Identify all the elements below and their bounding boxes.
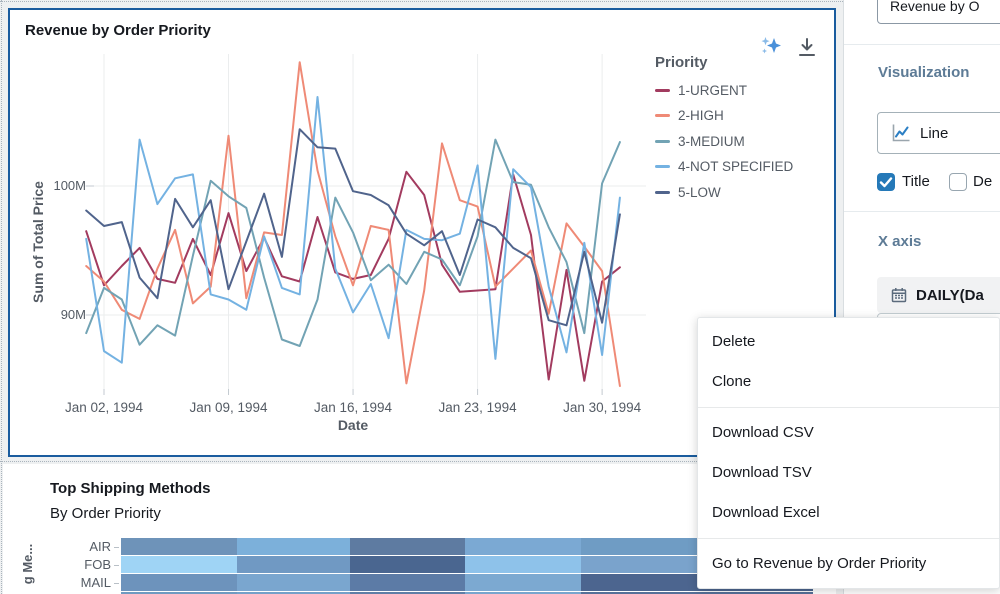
- menu-item-download-excel[interactable]: Download Excel: [712, 504, 820, 521]
- legend-label: 1-URGENT: [678, 82, 748, 98]
- download-icon[interactable]: [796, 36, 818, 60]
- x-tick-label: Jan 09, 1994: [189, 400, 268, 415]
- x-tick-label: Jan 23, 1994: [438, 400, 517, 415]
- visual-name-input[interactable]: Revenue by O: [877, 0, 1000, 24]
- heatmap-cell[interactable]: [465, 556, 581, 573]
- heatmap-row-label: FOB: [84, 557, 111, 572]
- heatmap-row-tick: [114, 547, 119, 548]
- heatmap-cell[interactable]: [121, 574, 237, 591]
- visualization-heading: Visualization: [878, 64, 970, 81]
- menu-item-clone[interactable]: Clone: [712, 373, 752, 390]
- chart-type-selector[interactable]: Line: [877, 112, 1000, 154]
- menu-divider: [698, 538, 999, 539]
- menu-item-download-csv[interactable]: Download CSV: [712, 424, 814, 441]
- heatmap-row-tick: [114, 583, 119, 584]
- heatmap-row-tick: [114, 565, 119, 566]
- legend-item[interactable]: 5-LOW: [655, 182, 830, 202]
- series-line-1-urgent[interactable]: [85, 170, 621, 382]
- heatmap-cell[interactable]: [237, 574, 350, 591]
- heatmap-cell[interactable]: [465, 574, 581, 591]
- legend-swatch: [655, 190, 670, 194]
- legend-item[interactable]: 3-MEDIUM: [655, 131, 830, 151]
- legend-swatch: [655, 165, 670, 168]
- menu-divider: [698, 407, 999, 408]
- grid-dotted-line-top: [0, 1, 843, 2]
- y-tick-label: 100M: [53, 178, 86, 193]
- insights-sparkle-icon[interactable]: [758, 34, 784, 60]
- series-line-3-medium[interactable]: [85, 138, 621, 347]
- series-line-2-high[interactable]: [85, 61, 621, 387]
- legend-item[interactable]: 2-HIGH: [655, 106, 830, 126]
- grid-dotted-line-left: [1, 0, 2, 594]
- y-tick-label: 90M: [60, 307, 86, 322]
- heatmap-row-label: MAIL: [80, 575, 111, 590]
- description-checkbox-label: De: [973, 173, 993, 190]
- legend-item[interactable]: 1-URGENT: [655, 80, 830, 100]
- description-checkbox[interactable]: [949, 173, 967, 191]
- line-chart-icon: [891, 123, 911, 143]
- heatmap-cell[interactable]: [350, 574, 465, 591]
- heatmap-cell[interactable]: [465, 592, 581, 594]
- x-tick-label: Jan 30, 1994: [563, 400, 642, 415]
- legend-label: 4-NOT SPECIFIED: [678, 159, 794, 174]
- heatmap-cell[interactable]: [350, 556, 465, 573]
- x-axis-field-well[interactable]: DAILY(Da: [877, 277, 1000, 313]
- heatmap-row-label: AIR: [89, 539, 111, 554]
- heatmap-cell[interactable]: [465, 538, 581, 555]
- visual-title: Revenue by Order Priority: [25, 22, 211, 39]
- visual-context-menu: Delete Clone Download CSV Download TSV Downl…: [697, 317, 1000, 589]
- legend-label: 5-LOW: [678, 184, 721, 200]
- x-tick-label: Jan 16, 1994: [314, 400, 393, 415]
- menu-item-go-to-revenue-by-order-priority[interactable]: Go to Revenue by Order Priority: [712, 555, 927, 572]
- heatmap-cell[interactable]: [350, 538, 465, 555]
- chart-legend: Priority 1-URGENT 2-HIGH 3-MEDIUM 4-NOT SPE…: [655, 54, 830, 208]
- legend-title: Priority: [655, 54, 708, 71]
- heatmap-cell[interactable]: [237, 592, 350, 594]
- panel-divider: [844, 44, 1000, 45]
- legend-label: 3-MEDIUM: [678, 133, 745, 149]
- visual-subtitle: By Order Priority: [50, 505, 161, 522]
- x-axis-title: Date: [337, 417, 369, 433]
- heatmap-cell[interactable]: [121, 538, 237, 555]
- heatmap-cell[interactable]: [237, 556, 350, 573]
- legend-swatch: [655, 88, 670, 92]
- series-line-4-not-specified[interactable]: [85, 96, 621, 364]
- panel-divider: [844, 211, 1000, 212]
- y-axis-title: Sum of Total Price: [30, 181, 46, 303]
- heatmap-cell[interactable]: [581, 592, 813, 594]
- x-axis-heading: X axis: [878, 233, 922, 250]
- line-chart-plot-area[interactable]: [10, 10, 834, 455]
- legend-swatch: [655, 139, 670, 143]
- grid-dotted-line-between-panels: [0, 461, 843, 462]
- visual-title: Top Shipping Methods: [50, 480, 211, 497]
- heatmap-cell[interactable]: [121, 556, 237, 573]
- legend-label: 2-HIGH: [678, 108, 724, 123]
- x-axis-field-label: DAILY(Da: [916, 286, 984, 304]
- chart-type-label: Line: [920, 124, 949, 142]
- title-checkbox-label: Title: [902, 173, 930, 190]
- heatmap-cell[interactable]: [237, 538, 350, 555]
- menu-item-download-tsv[interactable]: Download TSV: [712, 464, 812, 481]
- heatmap-cell[interactable]: [350, 592, 465, 594]
- menu-item-delete[interactable]: Delete: [712, 333, 756, 350]
- x-tick-label: Jan 02, 1994: [64, 400, 144, 415]
- heatmap-cell[interactable]: [121, 592, 237, 594]
- calendar-icon: [891, 287, 907, 303]
- legend-swatch: [655, 114, 670, 117]
- check-icon: [879, 177, 893, 188]
- title-checkbox[interactable]: [877, 173, 895, 191]
- legend-item[interactable]: 4-NOT SPECIFIED: [655, 157, 830, 177]
- series-line-5-low[interactable]: [85, 128, 621, 327]
